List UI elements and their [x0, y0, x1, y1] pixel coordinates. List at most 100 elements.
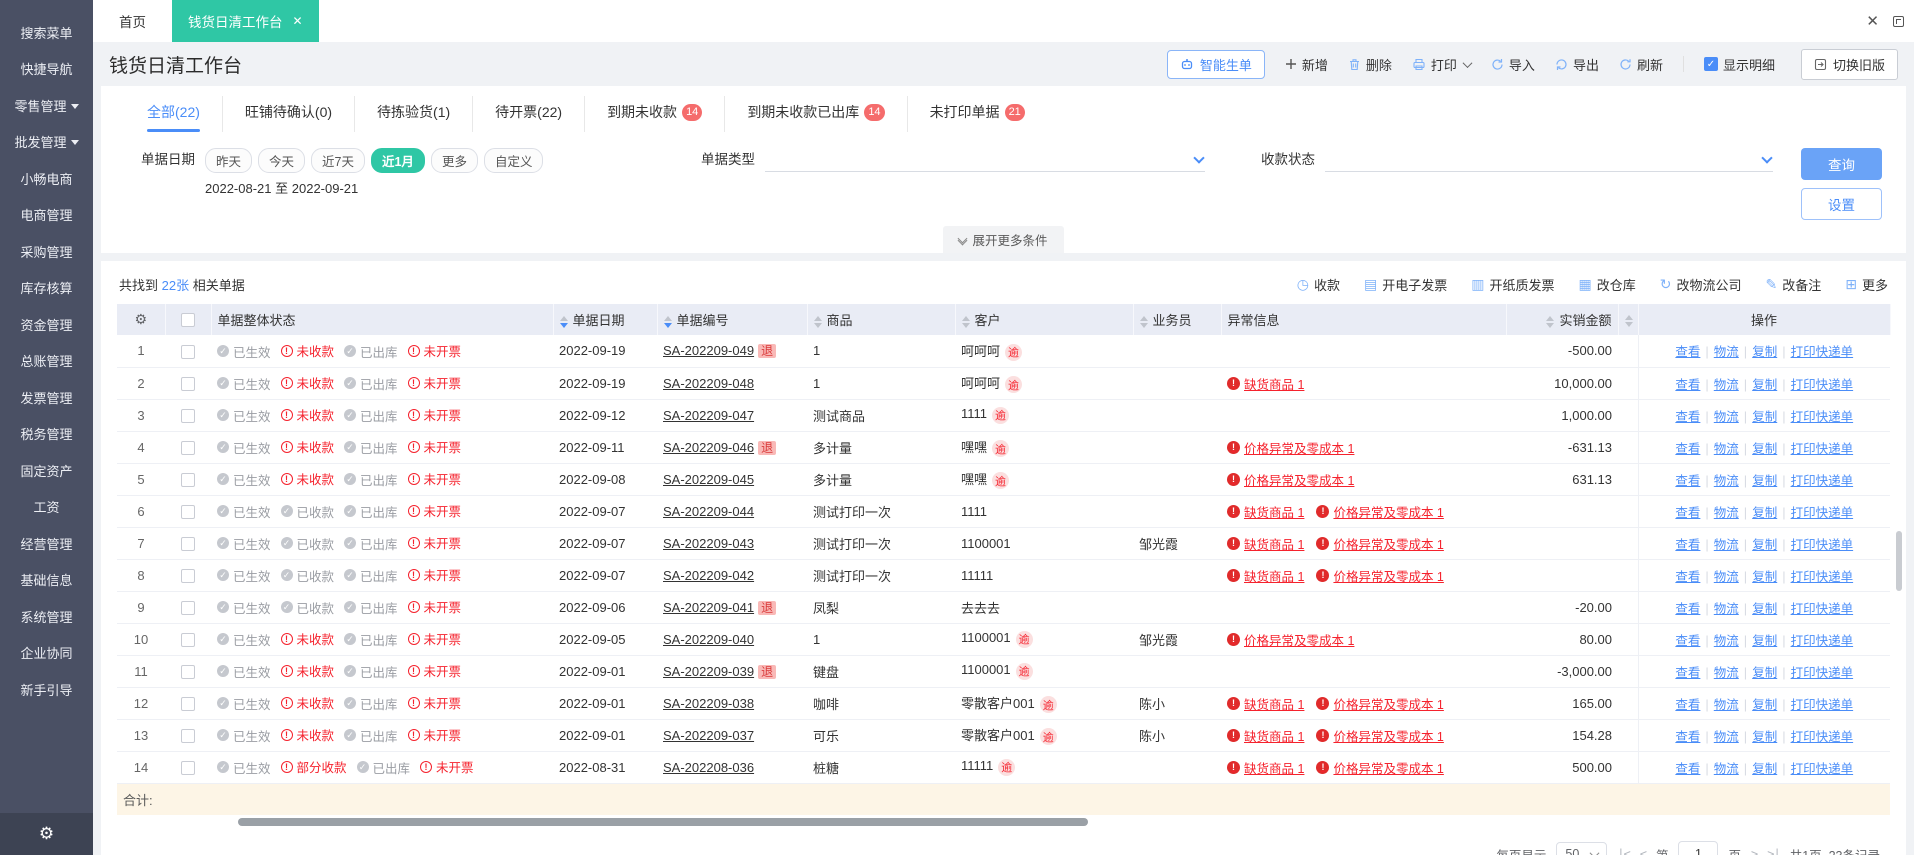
row-checkbox[interactable] — [181, 632, 195, 647]
action-查看[interactable]: 查看 — [1675, 505, 1701, 520]
action-物流[interactable]: 物流 — [1713, 697, 1739, 712]
sidebar-item-资金管理[interactable]: 资金管理 — [0, 306, 93, 343]
add-button[interactable]: 新增 — [1285, 55, 1328, 74]
action-查看[interactable]: 查看 — [1675, 345, 1701, 360]
close-icon[interactable]: ✕ — [1866, 13, 1879, 30]
prev-page-button[interactable]: < — [1639, 847, 1647, 855]
order-number-link[interactable]: SA-202209-042 — [663, 567, 755, 583]
action-打印快递单[interactable]: 打印快递单 — [1790, 441, 1854, 456]
sidebar-item-电商管理[interactable]: 电商管理 — [0, 197, 93, 234]
select-all-checkbox[interactable] — [181, 313, 195, 328]
row-checkbox[interactable] — [181, 568, 195, 583]
sidebar-item-总账管理[interactable]: 总账管理 — [0, 343, 93, 380]
sidebar-item-零售管理[interactable]: 零售管理 — [0, 87, 93, 124]
action-物流[interactable]: 物流 — [1713, 409, 1739, 424]
column-header-异常信息[interactable]: 异常信息 — [1221, 304, 1507, 335]
sidebar-item-快捷导航[interactable]: 快捷导航 — [0, 51, 93, 88]
sidebar-item-经营管理[interactable]: 经营管理 — [0, 525, 93, 562]
error-link-缺货商品 1[interactable]: ! 缺货商品 1 — [1227, 566, 1304, 585]
sidebar-item-系统管理[interactable]: 系统管理 — [0, 598, 93, 635]
action-查看[interactable]: 查看 — [1675, 665, 1701, 680]
action-查看[interactable]: 查看 — [1675, 473, 1701, 488]
row-checkbox[interactable] — [181, 472, 195, 487]
filter-tab-未打印单据[interactable]: 未打印单据 21 — [908, 96, 1047, 132]
row-checkbox[interactable] — [181, 696, 195, 711]
action-打印快递单[interactable]: 打印快递单 — [1790, 697, 1854, 712]
tab-home[interactable]: 首页 — [119, 15, 146, 30]
per-page-select[interactable]: 50 — [1556, 842, 1608, 855]
error-link-价格异常及零成本 1[interactable]: ! 价格异常及零成本 1 — [1316, 566, 1444, 585]
result-count[interactable]: 22张 — [161, 278, 190, 293]
action-查看[interactable]: 查看 — [1675, 409, 1701, 424]
action-物流[interactable]: 物流 — [1713, 665, 1739, 680]
pay-status-select[interactable] — [1325, 148, 1773, 172]
row-checkbox[interactable] — [181, 504, 195, 519]
column-header-商品[interactable]: 商品 — [807, 304, 956, 335]
error-link-价格异常及零成本 1[interactable]: ! 价格异常及零成本 1 — [1316, 502, 1444, 521]
action-打印快递单[interactable]: 打印快递单 — [1790, 665, 1854, 680]
import-button[interactable]: 导入 — [1491, 55, 1535, 74]
row-checkbox[interactable] — [181, 664, 195, 679]
toolbar-收款[interactable]: ◷ 收款 — [1297, 275, 1340, 294]
last-page-button[interactable]: >| — [1767, 847, 1780, 855]
row-checkbox[interactable] — [181, 440, 195, 455]
date-pill-今天[interactable]: 今天 — [258, 148, 306, 173]
sort-icons[interactable] — [1624, 314, 1633, 327]
error-link-价格异常及零成本 1[interactable]: ! 价格异常及零成本 1 — [1227, 470, 1354, 489]
row-checkbox[interactable] — [181, 376, 195, 391]
fullscreen-icon[interactable] — [1893, 15, 1904, 27]
action-打印快递单[interactable]: 打印快递单 — [1790, 729, 1854, 744]
action-复制[interactable]: 复制 — [1752, 601, 1778, 616]
action-复制[interactable]: 复制 — [1752, 697, 1778, 712]
order-number-link[interactable]: SA-202209-039 — [663, 663, 755, 679]
sidebar-item-小畅电商[interactable]: 小畅电商 — [0, 160, 93, 197]
column-header-单据日期[interactable]: 单据日期 — [553, 304, 658, 335]
filter-tab-到期未收款[interactable]: 到期未收款 14 — [585, 96, 726, 132]
action-物流[interactable]: 物流 — [1713, 729, 1739, 744]
filter-tab-待开票(22)[interactable]: 待开票(22) — [473, 96, 586, 132]
sidebar-item-固定资产[interactable]: 固定资产 — [0, 452, 93, 489]
action-物流[interactable]: 物流 — [1713, 761, 1739, 776]
show-detail-toggle[interactable]: ✓ 显示明细 — [1703, 55, 1775, 74]
action-查看[interactable]: 查看 — [1675, 601, 1701, 616]
error-link-价格异常及零成本 1[interactable]: ! 价格异常及零成本 1 — [1227, 630, 1354, 649]
action-打印快递单[interactable]: 打印快递单 — [1790, 537, 1854, 552]
sidebar-item-发票管理[interactable]: 发票管理 — [0, 379, 93, 416]
action-复制[interactable]: 复制 — [1752, 441, 1778, 456]
action-查看[interactable]: 查看 — [1675, 761, 1701, 776]
sidebar-item-基础信息[interactable]: 基础信息 — [0, 562, 93, 599]
action-复制[interactable]: 复制 — [1752, 665, 1778, 680]
order-number-link[interactable]: SA-202209-049 — [663, 343, 755, 359]
error-link-缺货商品 1[interactable]: ! 缺货商品 1 — [1227, 374, 1304, 393]
filter-tab-旺铺待确认(0)[interactable]: 旺铺待确认(0) — [223, 96, 356, 132]
error-link-缺货商品 1[interactable]: ! 缺货商品 1 — [1227, 726, 1304, 745]
action-打印快递单[interactable]: 打印快递单 — [1790, 569, 1854, 584]
row-checkbox[interactable] — [181, 760, 195, 775]
action-复制[interactable]: 复制 — [1752, 505, 1778, 520]
sort-icons[interactable] — [663, 315, 672, 328]
action-查看[interactable]: 查看 — [1675, 569, 1701, 584]
horizontal-scrollbar-thumb[interactable] — [238, 818, 1088, 826]
action-物流[interactable]: 物流 — [1713, 345, 1739, 360]
action-复制[interactable]: 复制 — [1752, 377, 1778, 392]
error-link-缺货商品 1[interactable]: ! 缺货商品 1 — [1227, 758, 1304, 777]
error-link-缺货商品 1[interactable]: ! 缺货商品 1 — [1227, 694, 1304, 713]
column-header-单据编号[interactable]: 单据编号 — [657, 304, 808, 335]
action-物流[interactable]: 物流 — [1713, 377, 1739, 392]
sidebar-item-批发管理[interactable]: 批发管理 — [0, 124, 93, 161]
date-pill-近1月[interactable]: 近1月 — [370, 148, 425, 173]
toolbar-开纸质发票[interactable]: ▥ 开纸质发票 — [1471, 275, 1554, 294]
action-打印快递单[interactable]: 打印快递单 — [1790, 505, 1854, 520]
sort-icons[interactable] — [813, 315, 822, 328]
action-查看[interactable]: 查看 — [1675, 633, 1701, 648]
row-checkbox[interactable] — [181, 344, 195, 359]
action-查看[interactable]: 查看 — [1675, 729, 1701, 744]
action-打印快递单[interactable]: 打印快递单 — [1790, 601, 1854, 616]
action-复制[interactable]: 复制 — [1752, 473, 1778, 488]
next-page-button[interactable]: > — [1751, 847, 1758, 855]
sidebar-item-采购管理[interactable]: 采购管理 — [0, 233, 93, 270]
action-物流[interactable]: 物流 — [1713, 473, 1739, 488]
export-button[interactable]: 导出 — [1555, 55, 1599, 74]
order-number-link[interactable]: SA-202209-044 — [663, 503, 755, 519]
sidebar-item-税务管理[interactable]: 税务管理 — [0, 416, 93, 453]
